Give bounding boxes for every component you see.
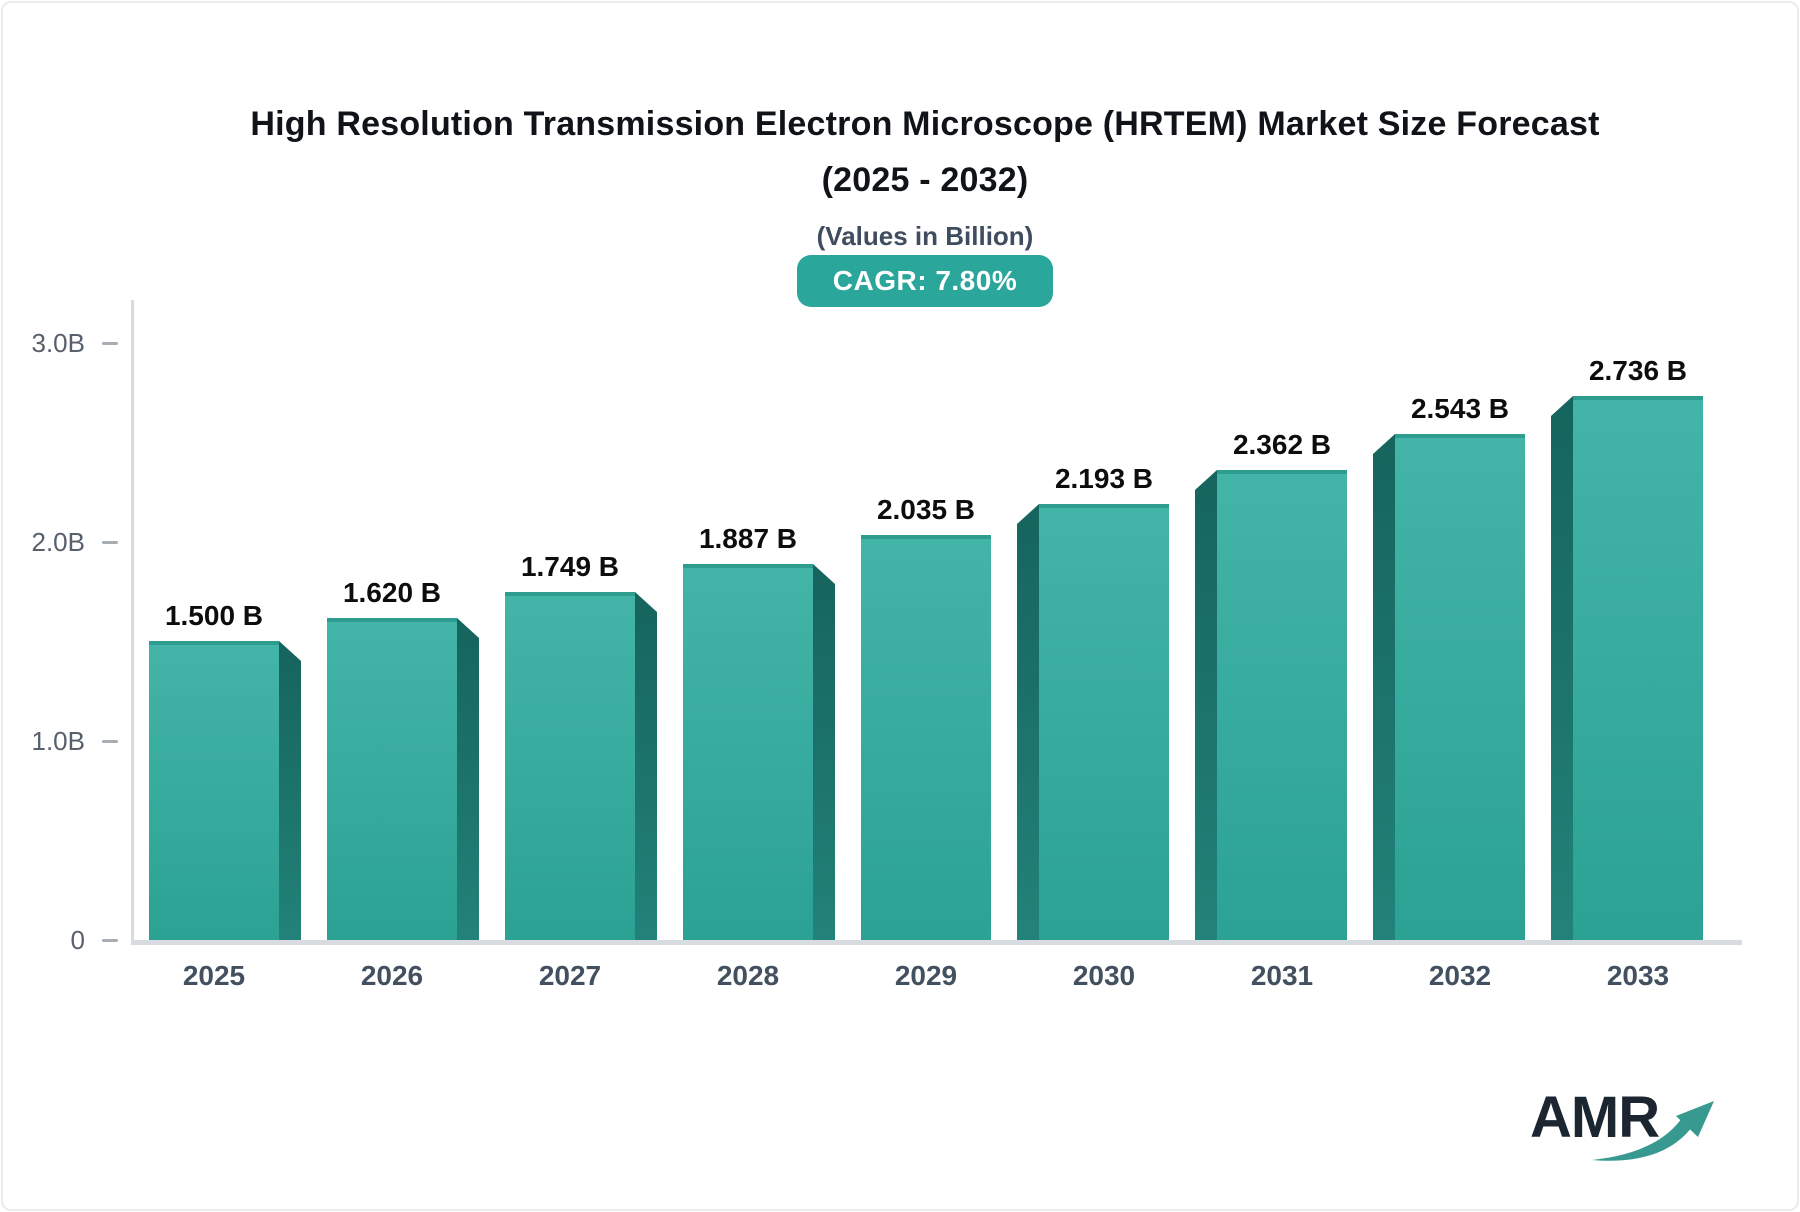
bar-slot-2030: 2.193 B: [1015, 463, 1193, 940]
x-axis-label-2027: 2027: [538, 960, 602, 991]
x-axis-label-2032: 2032: [1428, 960, 1492, 991]
bar-value-label-2031: 2.362 B: [1232, 429, 1332, 460]
bar-side-2026: [457, 618, 479, 940]
y-tick-label: 2.0B: [31, 527, 86, 557]
bar-value-label-2027: 1.749 B: [520, 551, 620, 582]
bar-value-label-2029: 2.035 B: [876, 494, 976, 525]
bar-slot-2028: 1.887 B: [659, 523, 837, 940]
title-line-2: (2025 - 2032): [821, 161, 1029, 199]
x-axis-label-2031: 2031: [1250, 960, 1314, 991]
y-tick-label: 3.0B: [31, 328, 86, 358]
y-tick-label: 0: [70, 925, 85, 955]
bar-value-label-2025: 1.500 B: [164, 600, 264, 631]
bar-slot-2026: 1.620 B: [303, 577, 481, 940]
bar-2028: [683, 564, 813, 940]
amr-logo: AMR: [1530, 1088, 1730, 1168]
amr-logo-text: AMR: [1530, 1085, 1660, 1150]
cagr-badge-row: CAGR: 7.80%: [50, 255, 1800, 307]
bar-value-label-2032: 2.543 B: [1410, 393, 1510, 424]
bar-2032: [1395, 434, 1525, 940]
bar-2026: [327, 618, 457, 940]
bar-value-label-2033: 2.736 B: [1588, 355, 1688, 386]
bar-slot-2029: 2.035 B: [837, 494, 1015, 940]
bar-slot-2025: 1.500 B: [125, 600, 303, 940]
y-tick-mark: [102, 342, 118, 345]
bar-slot-2032: 2.543 B: [1371, 393, 1549, 940]
bar-slot-2027: 1.749 B: [481, 551, 659, 940]
x-axis-label-2028: 2028: [716, 960, 780, 991]
bar-slot-2033: 2.736 B: [1549, 355, 1727, 940]
bar-side-2028: [813, 564, 835, 940]
bar-2029: [861, 535, 991, 940]
bar-side-2032: [1373, 434, 1395, 940]
x-axis-label-2029: 2029: [894, 960, 958, 991]
bar-slot-2031: 2.362 B: [1193, 429, 1371, 940]
bar-2030: [1039, 504, 1169, 940]
bar-2027: [505, 592, 635, 940]
x-axis-label-2030: 2030: [1072, 960, 1136, 991]
y-tick-mark: [102, 740, 118, 743]
x-axis-label-2026: 2026: [360, 960, 424, 991]
bar-side-2027: [635, 592, 657, 940]
x-axis-baseline: [131, 940, 1742, 945]
cagr-badge: CAGR: 7.80%: [796, 255, 1054, 307]
x-axis-label-2025: 2025: [182, 960, 246, 991]
bar-value-label-2026: 1.620 B: [342, 577, 442, 608]
bar-2033: [1573, 396, 1703, 940]
page-title: High Resolution Transmission Electron Mi…: [50, 96, 1800, 208]
bar-2031: [1217, 470, 1347, 940]
x-axis-label-2033: 2033: [1606, 960, 1670, 991]
chart-subtitle: (Values in Billion): [816, 221, 1034, 251]
bar-side-2030: [1017, 504, 1039, 940]
bar-side-2033: [1551, 396, 1573, 940]
amr-logo-arrow-icon: [1592, 1101, 1714, 1161]
title-line-1: High Resolution Transmission Electron Mi…: [250, 105, 1600, 143]
bar-value-label-2030: 2.193 B: [1054, 463, 1154, 494]
y-tick-mark: [102, 541, 118, 544]
bar-2025: [149, 641, 279, 940]
y-tick-label: 1.0B: [31, 726, 86, 756]
bar-side-2025: [279, 641, 301, 940]
y-axis-line: [131, 300, 134, 940]
y-tick-mark: [102, 939, 118, 942]
bar-side-2031: [1195, 470, 1217, 940]
bar-value-label-2028: 1.887 B: [698, 523, 798, 554]
